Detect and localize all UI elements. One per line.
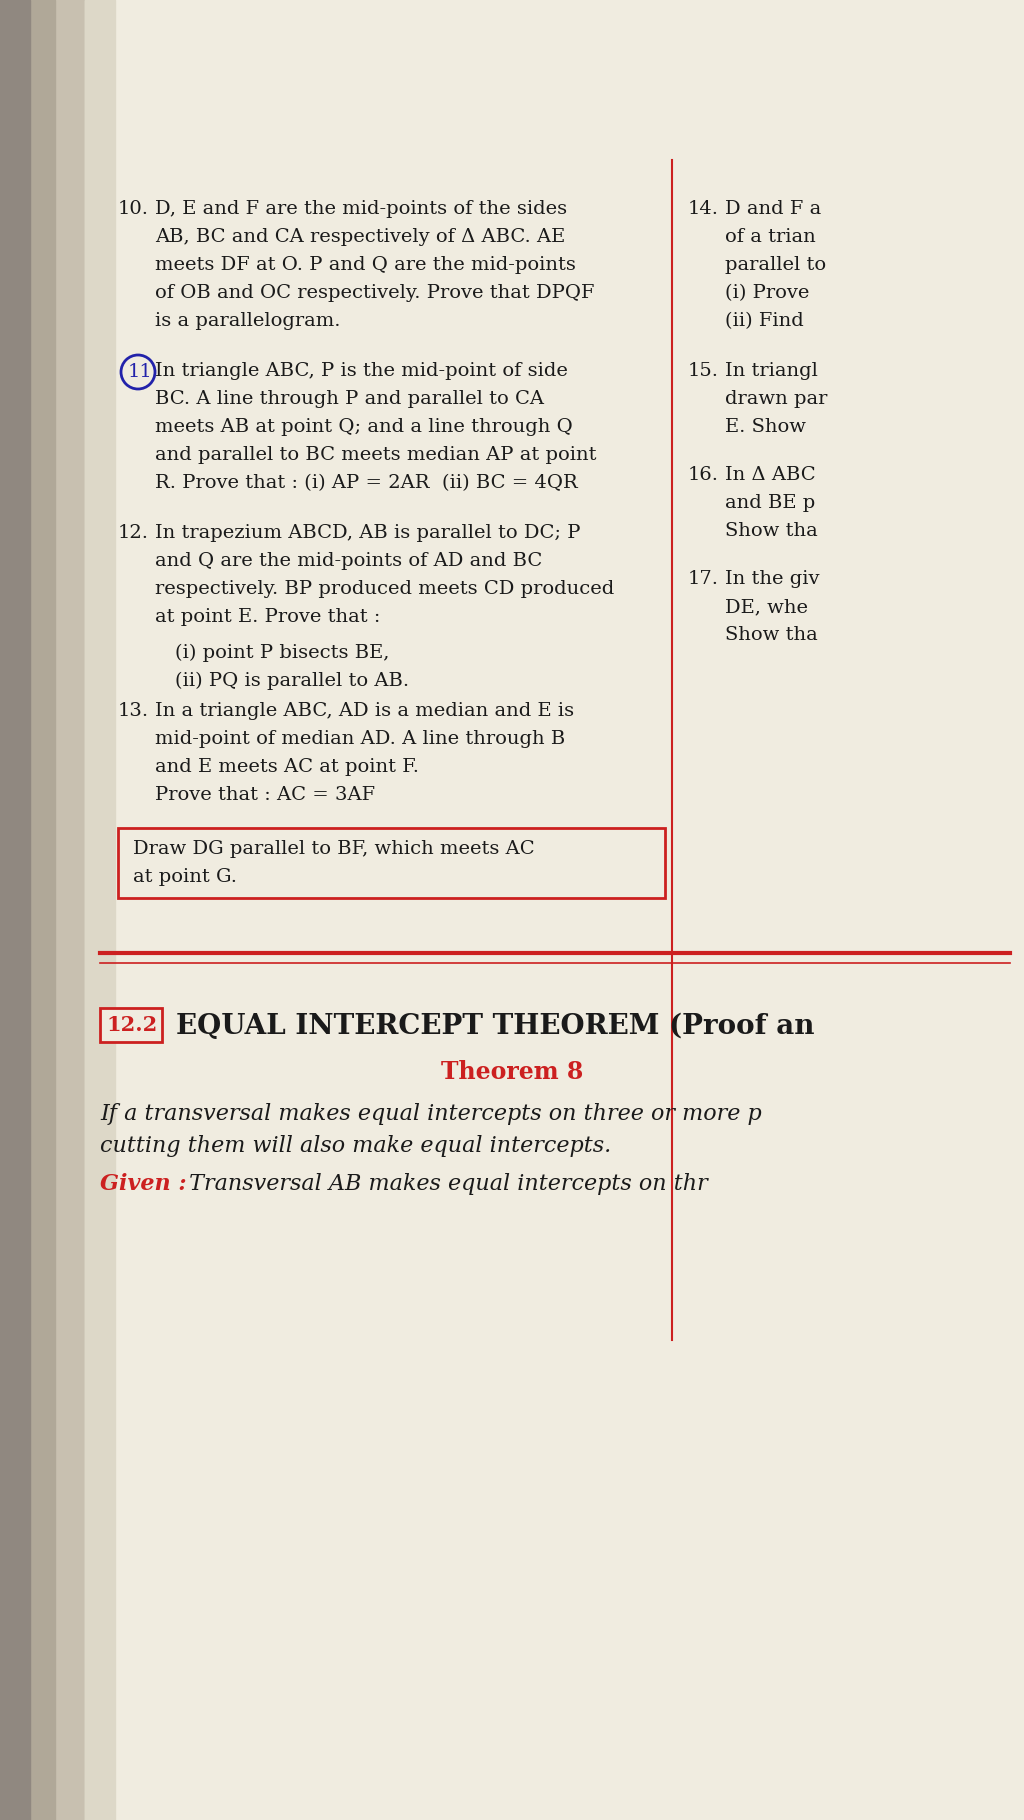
Text: 15.: 15. — [688, 362, 719, 380]
Text: respectively. BP produced meets CD produced: respectively. BP produced meets CD produ… — [155, 581, 614, 599]
Bar — [0, 0, 85, 1820]
Text: D and F a: D and F a — [725, 200, 821, 218]
Text: and E meets AC at point F.: and E meets AC at point F. — [155, 757, 419, 775]
Text: mid-point of median AD. A line through B: mid-point of median AD. A line through B — [155, 730, 565, 748]
Text: E. Show: E. Show — [725, 419, 806, 437]
Text: If a transversal makes equal intercepts on three or more p: If a transversal makes equal intercepts … — [100, 1103, 762, 1125]
Text: In triangle ABC, P is the mid-point of side: In triangle ABC, P is the mid-point of s… — [155, 362, 568, 380]
Text: In a triangle ABC, AD is a median and E is: In a triangle ABC, AD is a median and E … — [155, 703, 574, 721]
Text: 17.: 17. — [688, 570, 719, 588]
Text: In trapezium ABCD, AB is parallel to DC; P: In trapezium ABCD, AB is parallel to DC;… — [155, 524, 581, 542]
Text: In the giv: In the giv — [725, 570, 819, 588]
Text: DE, whe: DE, whe — [725, 599, 808, 615]
Text: In Δ ABC: In Δ ABC — [725, 466, 816, 484]
Bar — [100, 1008, 162, 1043]
Text: 14.: 14. — [688, 200, 719, 218]
Text: Show tha: Show tha — [725, 522, 818, 541]
Text: at point E. Prove that :: at point E. Prove that : — [155, 608, 380, 626]
Text: Prove that : AC = 3AF: Prove that : AC = 3AF — [155, 786, 375, 804]
Text: 13.: 13. — [118, 703, 150, 721]
Text: at point G.: at point G. — [133, 868, 237, 886]
Text: and parallel to BC meets median AP at point: and parallel to BC meets median AP at po… — [155, 446, 597, 464]
Text: Draw DG parallel to BF, which meets AC: Draw DG parallel to BF, which meets AC — [133, 841, 535, 857]
Bar — [0, 0, 30, 1820]
Text: (i) Prove: (i) Prove — [725, 284, 809, 302]
Text: meets DF at O. P and Q are the mid-points: meets DF at O. P and Q are the mid-point… — [155, 257, 575, 275]
Text: 10.: 10. — [118, 200, 150, 218]
Text: Show tha: Show tha — [725, 626, 818, 644]
Text: 16.: 16. — [688, 466, 719, 484]
Text: meets AB at point Q; and a line through Q: meets AB at point Q; and a line through … — [155, 419, 572, 437]
Bar — [0, 0, 1024, 129]
Text: In triangl: In triangl — [725, 362, 818, 380]
Text: (ii) PQ is parallel to AB.: (ii) PQ is parallel to AB. — [175, 672, 410, 690]
Bar — [0, 0, 55, 1820]
Text: AB, BC and CA respectively of Δ ABC. AE: AB, BC and CA respectively of Δ ABC. AE — [155, 228, 565, 246]
Text: and BE p: and BE p — [725, 493, 815, 511]
Text: of a trian: of a trian — [725, 228, 816, 246]
Text: drawn par: drawn par — [725, 389, 827, 408]
Text: is a parallelogram.: is a parallelogram. — [155, 311, 341, 329]
Text: and Q are the mid-points of AD and BC: and Q are the mid-points of AD and BC — [155, 551, 543, 570]
Text: D, E and F are the mid-points of the sides: D, E and F are the mid-points of the sid… — [155, 200, 567, 218]
Text: R. Prove that : (i) AP = 2AR  (ii) BC = 4QR: R. Prove that : (i) AP = 2AR (ii) BC = 4… — [155, 473, 578, 491]
Text: Transversal AB makes equal intercepts on thr: Transversal AB makes equal intercepts on… — [182, 1174, 708, 1196]
Text: of OB and OC respectively. Prove that DPQF: of OB and OC respectively. Prove that DP… — [155, 284, 595, 302]
Text: Given :: Given : — [100, 1174, 186, 1196]
Text: 12.2: 12.2 — [106, 1016, 158, 1036]
Bar — [118, 828, 665, 897]
Text: (i) point P bisects BE,: (i) point P bisects BE, — [175, 644, 389, 662]
Text: cutting them will also make equal intercepts.: cutting them will also make equal interc… — [100, 1136, 611, 1158]
Text: parallel to: parallel to — [725, 257, 826, 275]
Text: (ii) Find: (ii) Find — [725, 311, 804, 329]
Bar — [85, 0, 115, 1820]
Text: 12.: 12. — [118, 524, 150, 542]
Text: BC. A line through P and parallel to CA: BC. A line through P and parallel to CA — [155, 389, 544, 408]
Text: Theorem 8: Theorem 8 — [440, 1059, 584, 1085]
Text: EQUAL INTERCEPT THEOREM (Proof an: EQUAL INTERCEPT THEOREM (Proof an — [176, 1014, 814, 1039]
Text: 11: 11 — [128, 362, 153, 380]
